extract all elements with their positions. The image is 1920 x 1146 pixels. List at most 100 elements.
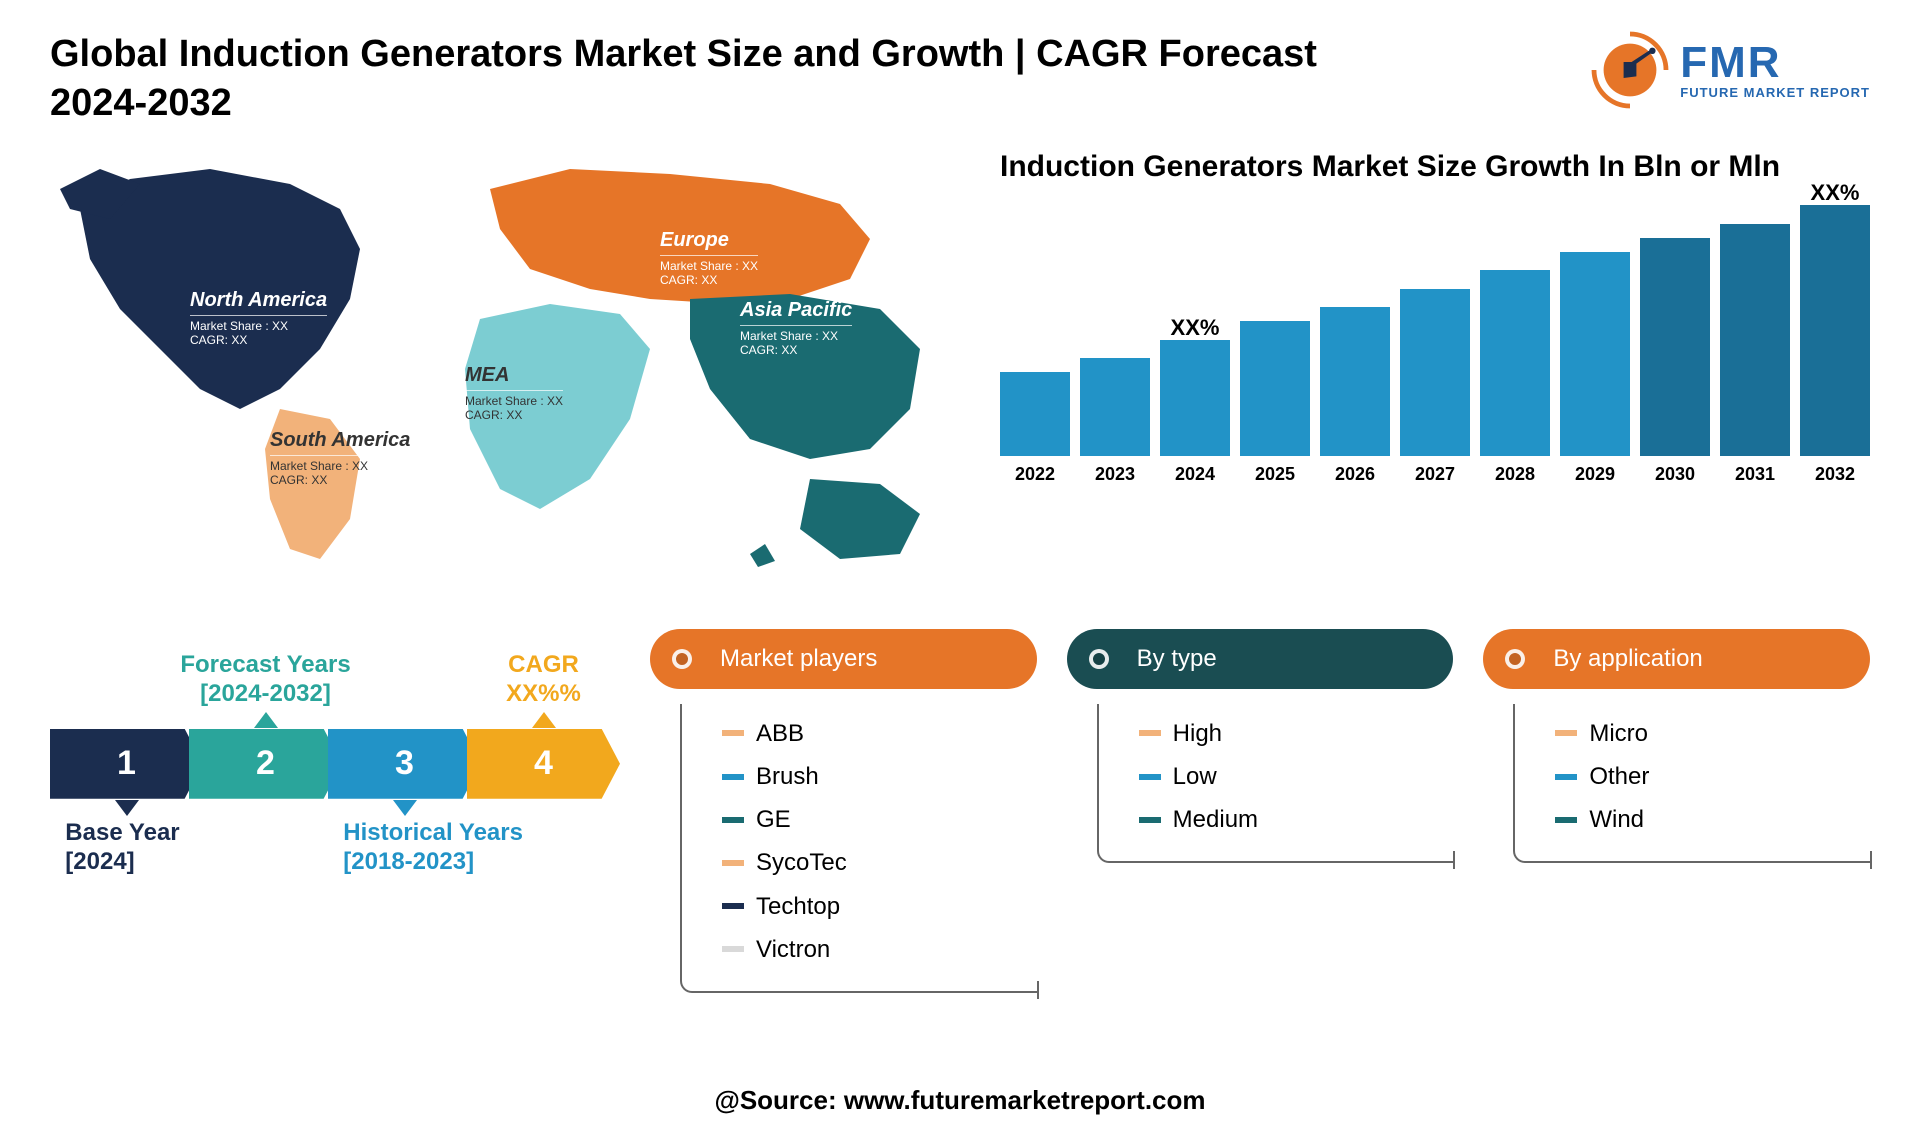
page-title: Global Induction Generators Market Size … — [50, 30, 1400, 129]
item-text: Low — [1173, 755, 1217, 798]
item-text: Techtop — [756, 885, 840, 928]
bar-2031: 2031 — [1720, 224, 1790, 485]
bar-rect — [1000, 372, 1070, 456]
category-header: Market players — [650, 629, 1037, 689]
item-text: Other — [1589, 755, 1649, 798]
item-text: Micro — [1589, 712, 1648, 755]
bar-2027: 2027 — [1400, 289, 1470, 485]
bar-rect — [1640, 238, 1710, 456]
timeline-label: Historical Years[2018-2023] — [343, 819, 523, 877]
bar-year-label: 2023 — [1095, 464, 1135, 485]
timeline-number: 2 — [256, 744, 275, 783]
timeline-number: 4 — [534, 744, 553, 783]
category-header: By application — [1483, 629, 1870, 689]
timeline: 1 Base Year[2024] 2 Forecast Years[2024-2… — [50, 629, 620, 993]
timeline-label: Forecast Years[2024-2032] — [180, 651, 350, 709]
bar-2024: XX% 2024 — [1160, 340, 1230, 485]
bar-year-label: 2029 — [1575, 464, 1615, 485]
region-name: Europe — [660, 229, 758, 252]
bar-year-label: 2026 — [1335, 464, 1375, 485]
bar-year-label: 2022 — [1015, 464, 1055, 485]
timeline-chevron: 3 — [328, 729, 481, 799]
bullet-icon — [672, 649, 692, 669]
category-title: By application — [1553, 645, 1702, 673]
region-name: MEA — [465, 364, 563, 387]
bar-year-label: 2028 — [1495, 464, 1535, 485]
bar-year-label: 2031 — [1735, 464, 1775, 485]
item-marker — [1139, 774, 1161, 780]
region-stats: Market Share : XXCAGR: XX — [190, 315, 327, 347]
item-marker — [722, 860, 744, 866]
item-marker — [722, 817, 744, 823]
bar-2028: 2028 — [1480, 270, 1550, 485]
bar-2026: 2026 — [1320, 307, 1390, 485]
region-label-europe: Europe Market Share : XXCAGR: XX — [660, 229, 758, 287]
region-name: Asia Pacific — [740, 299, 852, 322]
timeline-number: 1 — [117, 744, 136, 783]
bar-rect — [1800, 205, 1870, 456]
category-by-type: By type High Low Medium — [1067, 629, 1454, 993]
bar-rect — [1480, 270, 1550, 456]
region-stats: Market Share : XXCAGR: XX — [660, 255, 758, 287]
region-label-mea: MEA Market Share : XXCAGR: XX — [465, 364, 563, 422]
item-marker — [1555, 730, 1577, 736]
item-text: ABB — [756, 712, 804, 755]
item-text: Medium — [1173, 798, 1258, 841]
item-text: High — [1173, 712, 1222, 755]
categories: Market players ABB Brush GE SycoTec Tech… — [650, 629, 1870, 993]
region-stats: Market Share : XXCAGR: XX — [740, 325, 852, 357]
timeline-row: 1 Base Year[2024]2 Forecast Years[2024-2… — [50, 729, 620, 799]
timeline-step-wrapper: 4 CAGRXX%% — [467, 729, 620, 799]
bar-year-label: 2027 — [1415, 464, 1455, 485]
item-text: SycoTec — [756, 841, 847, 884]
bar-2032: XX% 2032 — [1800, 205, 1870, 485]
item-text: Brush — [756, 755, 819, 798]
category-item: ABB — [722, 712, 1037, 755]
category-market-players: Market players ABB Brush GE SycoTec Tech… — [650, 629, 1037, 993]
category-item: Brush — [722, 755, 1037, 798]
bar-rect — [1560, 252, 1630, 456]
bar-year-label: 2032 — [1815, 464, 1855, 485]
category-list: Micro Other Wind — [1513, 704, 1870, 864]
item-text: Victron — [756, 928, 830, 971]
bar-rect — [1080, 358, 1150, 456]
category-item: GE — [722, 798, 1037, 841]
timeline-chevron: 2 — [189, 729, 342, 799]
bullet-icon — [1089, 649, 1109, 669]
category-list: High Low Medium — [1097, 704, 1454, 864]
bar-year-label: 2024 — [1175, 464, 1215, 485]
item-marker — [722, 774, 744, 780]
logo-icon — [1590, 30, 1670, 110]
category-by-application: By application Micro Other Wind — [1483, 629, 1870, 993]
bar-rect — [1160, 340, 1230, 456]
logo: FMR FUTURE MARKET REPORT — [1590, 30, 1870, 110]
category-item: High — [1139, 712, 1454, 755]
region-stats: Market Share : XXCAGR: XX — [465, 390, 563, 422]
bar-2023: 2023 — [1080, 358, 1150, 485]
bar-rect — [1400, 289, 1470, 456]
bottom-section: 1 Base Year[2024] 2 Forecast Years[2024-2… — [50, 629, 1870, 993]
item-text: GE — [756, 798, 791, 841]
item-marker — [722, 903, 744, 909]
logo-subtitle: FUTURE MARKET REPORT — [1680, 85, 1870, 100]
top-section: North America Market Share : XXCAGR: XX S… — [50, 149, 1870, 569]
category-header: By type — [1067, 629, 1454, 689]
category-item: Victron — [722, 928, 1037, 971]
timeline-step-wrapper: 3 Historical Years[2018-2023] — [328, 729, 481, 799]
region-name: North America — [190, 289, 327, 312]
timeline-chevron: 1 — [50, 729, 203, 799]
logo-main-text: FMR — [1680, 41, 1870, 85]
world-map: North America Market Share : XXCAGR: XX S… — [50, 149, 970, 569]
timeline-label: Base Year[2024] — [65, 819, 179, 877]
region-label-north-america: North America Market Share : XXCAGR: XX — [190, 289, 327, 347]
chart-title: Induction Generators Market Size Growth … — [1000, 149, 1870, 185]
item-marker — [722, 730, 744, 736]
region-label-south-america: South America Market Share : XXCAGR: XX — [270, 429, 410, 487]
bar-2030: 2030 — [1640, 238, 1710, 485]
category-item: Medium — [1139, 798, 1454, 841]
bar-annotation: XX% — [1171, 315, 1220, 341]
bar-2029: 2029 — [1560, 252, 1630, 485]
bullet-icon — [1505, 649, 1525, 669]
timeline-step-wrapper: 1 Base Year[2024] — [50, 729, 203, 799]
bar-annotation: XX% — [1811, 180, 1860, 206]
